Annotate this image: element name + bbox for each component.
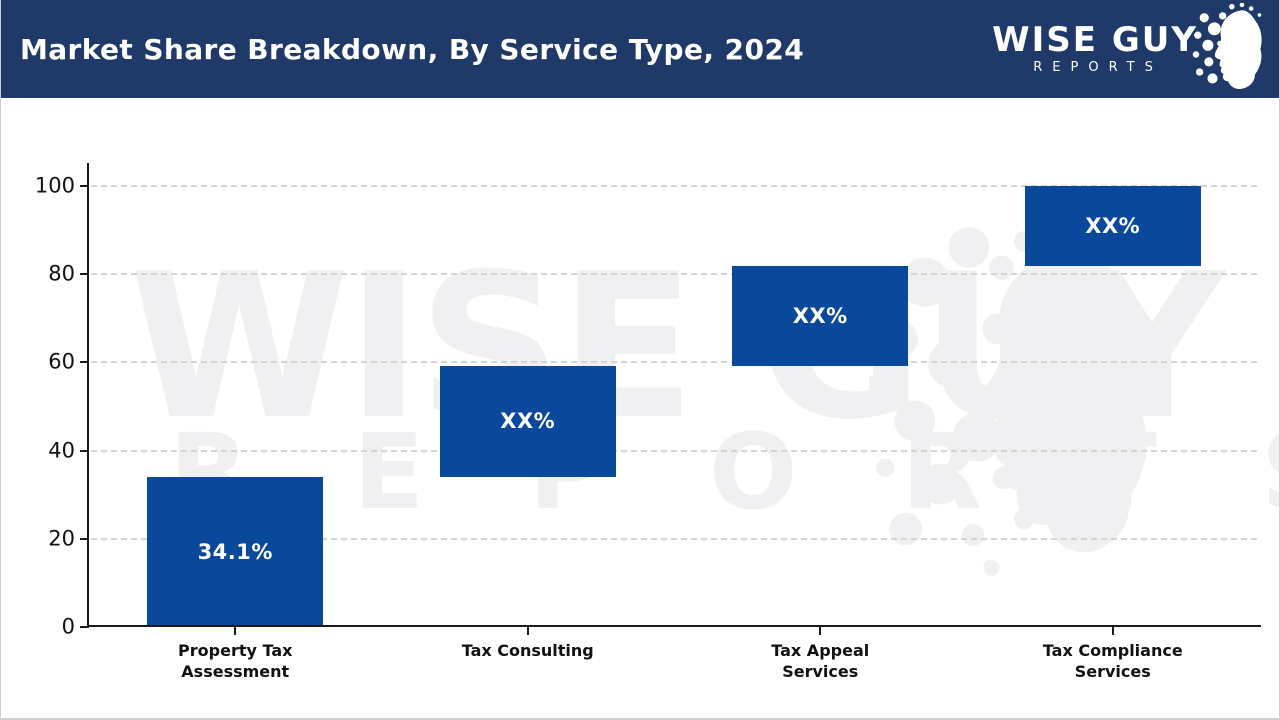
x-axis-category-label: Tax Consulting <box>382 641 674 662</box>
x-tick-mark <box>526 627 529 635</box>
bar-property-tax-assessment: 34.1% <box>147 476 324 627</box>
bar-tax-compliance-services: XX% <box>1024 186 1201 267</box>
gridline <box>91 185 1257 187</box>
x-tick-mark <box>1111 627 1114 635</box>
plot-area: 34.1% XX% XX% XX% <box>89 163 1259 627</box>
y-tick-mark <box>80 185 89 187</box>
x-axis-category-line: Services <box>1074 661 1151 681</box>
x-axis-category-line: Services <box>782 661 859 681</box>
gridline <box>91 537 1257 540</box>
y-tick-mark <box>80 537 89 540</box>
brand-logo: WISE GUY REPORTS <box>992 3 1276 95</box>
bar-value-label: XX% <box>1085 214 1141 239</box>
y-axis-tick-label: 20 <box>48 526 75 551</box>
y-axis-tick-label: 40 <box>48 438 75 463</box>
bar-value-label: XX% <box>792 304 848 329</box>
bar-tax-consulting: XX% <box>439 366 616 477</box>
y-tick-mark <box>80 361 89 364</box>
x-axis-category-line: Tax Consulting <box>461 641 594 660</box>
brand-logo-text: WISE GUY REPORTS <box>992 23 1198 75</box>
y-axis-tick-label: 0 <box>61 614 75 639</box>
y-axis-tick-label: 100 <box>34 173 75 198</box>
header-bar: Market Share Breakdown, By Service Type,… <box>1 0 1279 98</box>
gridline <box>91 273 1257 276</box>
x-axis-category-label: Tax Appeal Services <box>674 641 966 683</box>
y-axis-labels: 0 20 40 60 80 100 <box>1 163 75 637</box>
x-axis-category-line: Property Tax <box>178 641 293 660</box>
y-axis-line <box>87 163 89 627</box>
x-axis-category-line: Tax Appeal <box>771 641 870 660</box>
logo-wordmark: WISE GUY <box>992 20 1198 60</box>
x-axis-category-line: Assessment <box>181 661 290 681</box>
bar-tax-appeal-services: XX% <box>732 266 909 367</box>
page-title: Market Share Breakdown, By Service Type,… <box>20 32 805 66</box>
logo-subtext: REPORTS <box>1033 60 1163 75</box>
x-axis-line <box>87 625 1261 627</box>
x-axis-category-label: Tax Compliance Services <box>967 641 1259 683</box>
y-axis-tick-label: 80 <box>48 261 75 286</box>
gridline <box>91 449 1257 452</box>
y-tick-mark <box>80 626 89 628</box>
y-tick-mark <box>80 273 89 276</box>
y-tick-mark <box>80 449 89 452</box>
gridline <box>91 361 1257 364</box>
y-axis-tick-label: 60 <box>48 349 75 374</box>
bar-value-label: 34.1% <box>197 539 273 564</box>
x-axis-category-label: Property Tax Assessment <box>89 641 381 683</box>
x-axis-category-line: Tax Compliance <box>1042 641 1183 660</box>
x-tick-mark <box>819 627 822 635</box>
logo-head-icon <box>1192 3 1262 90</box>
bar-value-label: XX% <box>500 409 556 434</box>
x-tick-mark <box>234 627 237 635</box>
